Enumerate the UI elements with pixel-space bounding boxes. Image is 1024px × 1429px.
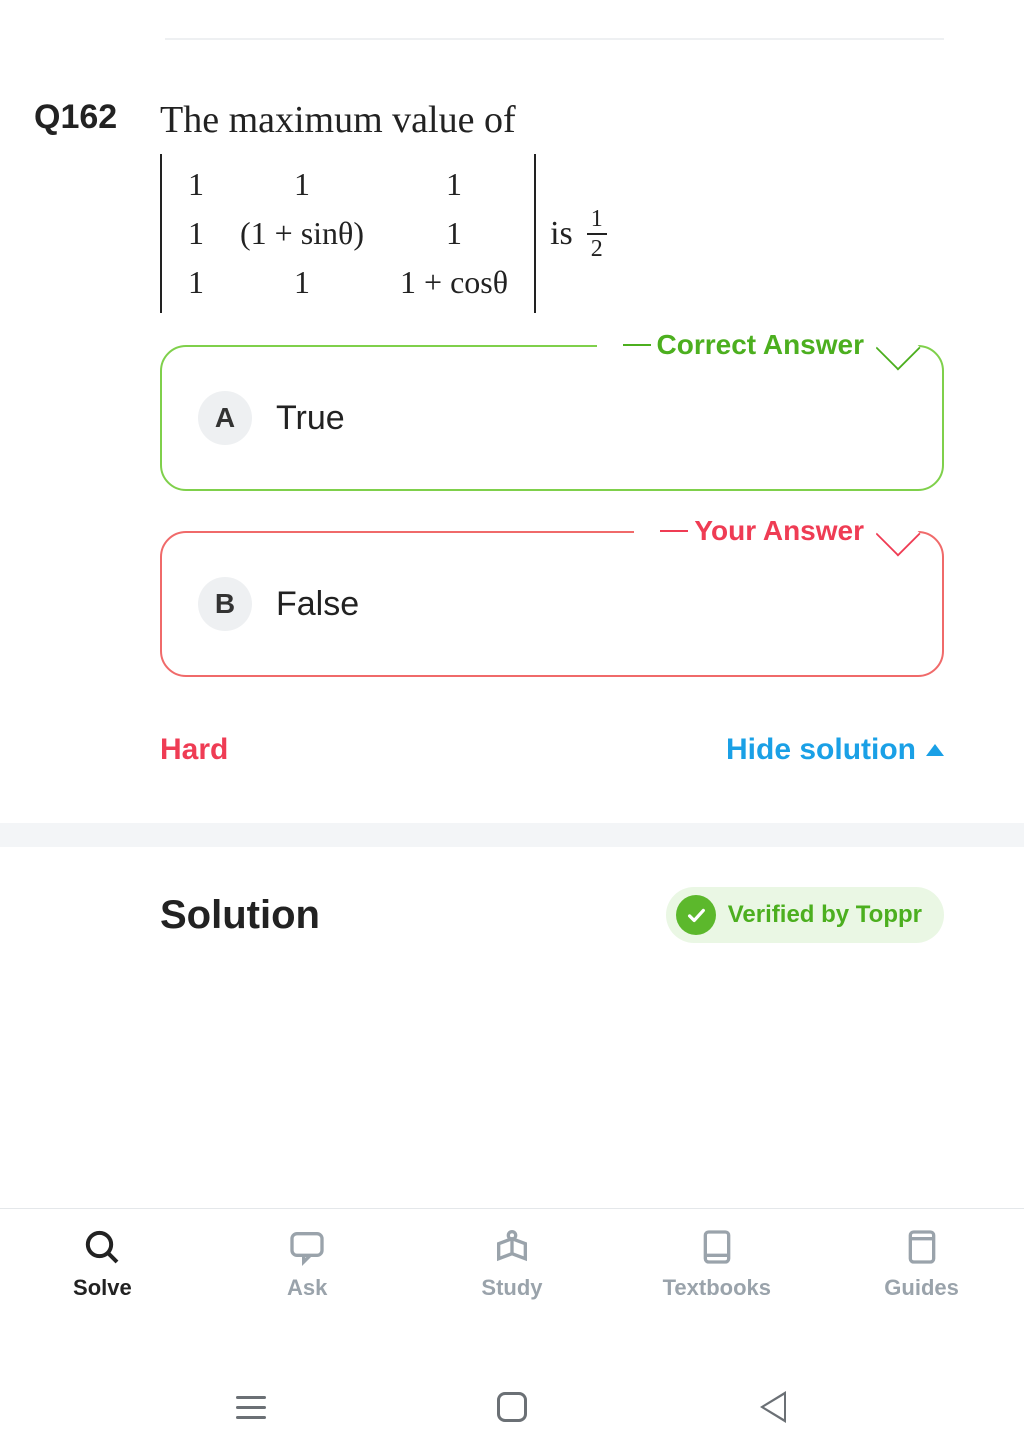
fraction-den: 2 (591, 235, 603, 261)
your-answer-badge: Your Answer (634, 515, 878, 547)
option-letter: A (198, 391, 252, 445)
det-cell: 1 + cosθ (382, 258, 526, 307)
question-prompt: The maximum value of (160, 98, 994, 142)
back-button[interactable] (750, 1384, 796, 1429)
option-a[interactable]: Correct Answer A True (160, 345, 944, 491)
chat-icon (285, 1225, 329, 1269)
fraction-num: 1 (587, 207, 607, 235)
option-b[interactable]: Your Answer B False (160, 531, 944, 677)
question-row: Q162 The maximum value of 1 1 1 1 (1 + s… (30, 98, 994, 767)
hide-solution-button[interactable]: Hide solution (726, 733, 944, 767)
hide-solution-text: Hide solution (726, 733, 916, 767)
nav-solve[interactable]: Solve (0, 1225, 205, 1301)
check-shield-icon (676, 895, 716, 935)
det-cell: (1 + sinθ) (222, 209, 382, 258)
nav-label: Textbooks (663, 1275, 771, 1301)
det-cell: 1 (382, 209, 526, 258)
back-triangle-icon (760, 1391, 786, 1423)
home-button[interactable] (489, 1384, 535, 1429)
study-icon (490, 1225, 534, 1269)
nav-label: Solve (73, 1275, 132, 1301)
determinant-expression: 1 1 1 1 (1 + sinθ) 1 1 1 1 + cosθ (160, 154, 994, 313)
option-letter: B (198, 577, 252, 631)
option-text: True (276, 399, 345, 438)
det-cell: 1 (170, 258, 222, 307)
nav-label: Study (481, 1275, 542, 1301)
det-cell: 1 (170, 209, 222, 258)
answer-options: Correct Answer A True Your Answer B Fals… (160, 345, 944, 677)
square-icon (497, 1392, 527, 1422)
section-divider (0, 823, 1024, 847)
menu-icon (236, 1396, 266, 1419)
recent-apps-button[interactable] (228, 1384, 274, 1429)
chevron-up-icon (926, 744, 944, 756)
tail-fraction: 1 2 (587, 207, 607, 261)
correct-answer-badge: Correct Answer (597, 329, 878, 361)
search-icon (80, 1225, 124, 1269)
difficulty-label: Hard (160, 733, 228, 767)
solution-heading: Solution (160, 893, 320, 938)
book-icon (695, 1225, 739, 1269)
det-cell: 1 (222, 258, 382, 307)
nav-ask[interactable]: Ask (205, 1225, 410, 1301)
nav-textbooks[interactable]: Textbooks (614, 1225, 819, 1301)
det-cell: 1 (222, 160, 382, 209)
verified-badge: Verified by Toppr (666, 887, 944, 943)
option-text: False (276, 585, 359, 624)
nav-label: Ask (287, 1275, 327, 1301)
system-nav-bar (0, 1347, 1024, 1429)
nav-guides[interactable]: Guides (819, 1225, 1024, 1301)
guide-icon (900, 1225, 944, 1269)
determinant: 1 1 1 1 (1 + sinθ) 1 1 1 1 + cosθ (160, 154, 536, 313)
nav-label: Guides (884, 1275, 959, 1301)
det-cell: 1 (382, 160, 526, 209)
bottom-nav: Solve Ask Study Textbooks Guides (0, 1208, 1024, 1319)
det-cell: 1 (170, 160, 222, 209)
nav-study[interactable]: Study (410, 1225, 615, 1301)
divider (165, 38, 944, 40)
question-number: Q162 (30, 98, 160, 137)
verified-text: Verified by Toppr (728, 901, 922, 929)
tail-word: is (550, 215, 573, 253)
